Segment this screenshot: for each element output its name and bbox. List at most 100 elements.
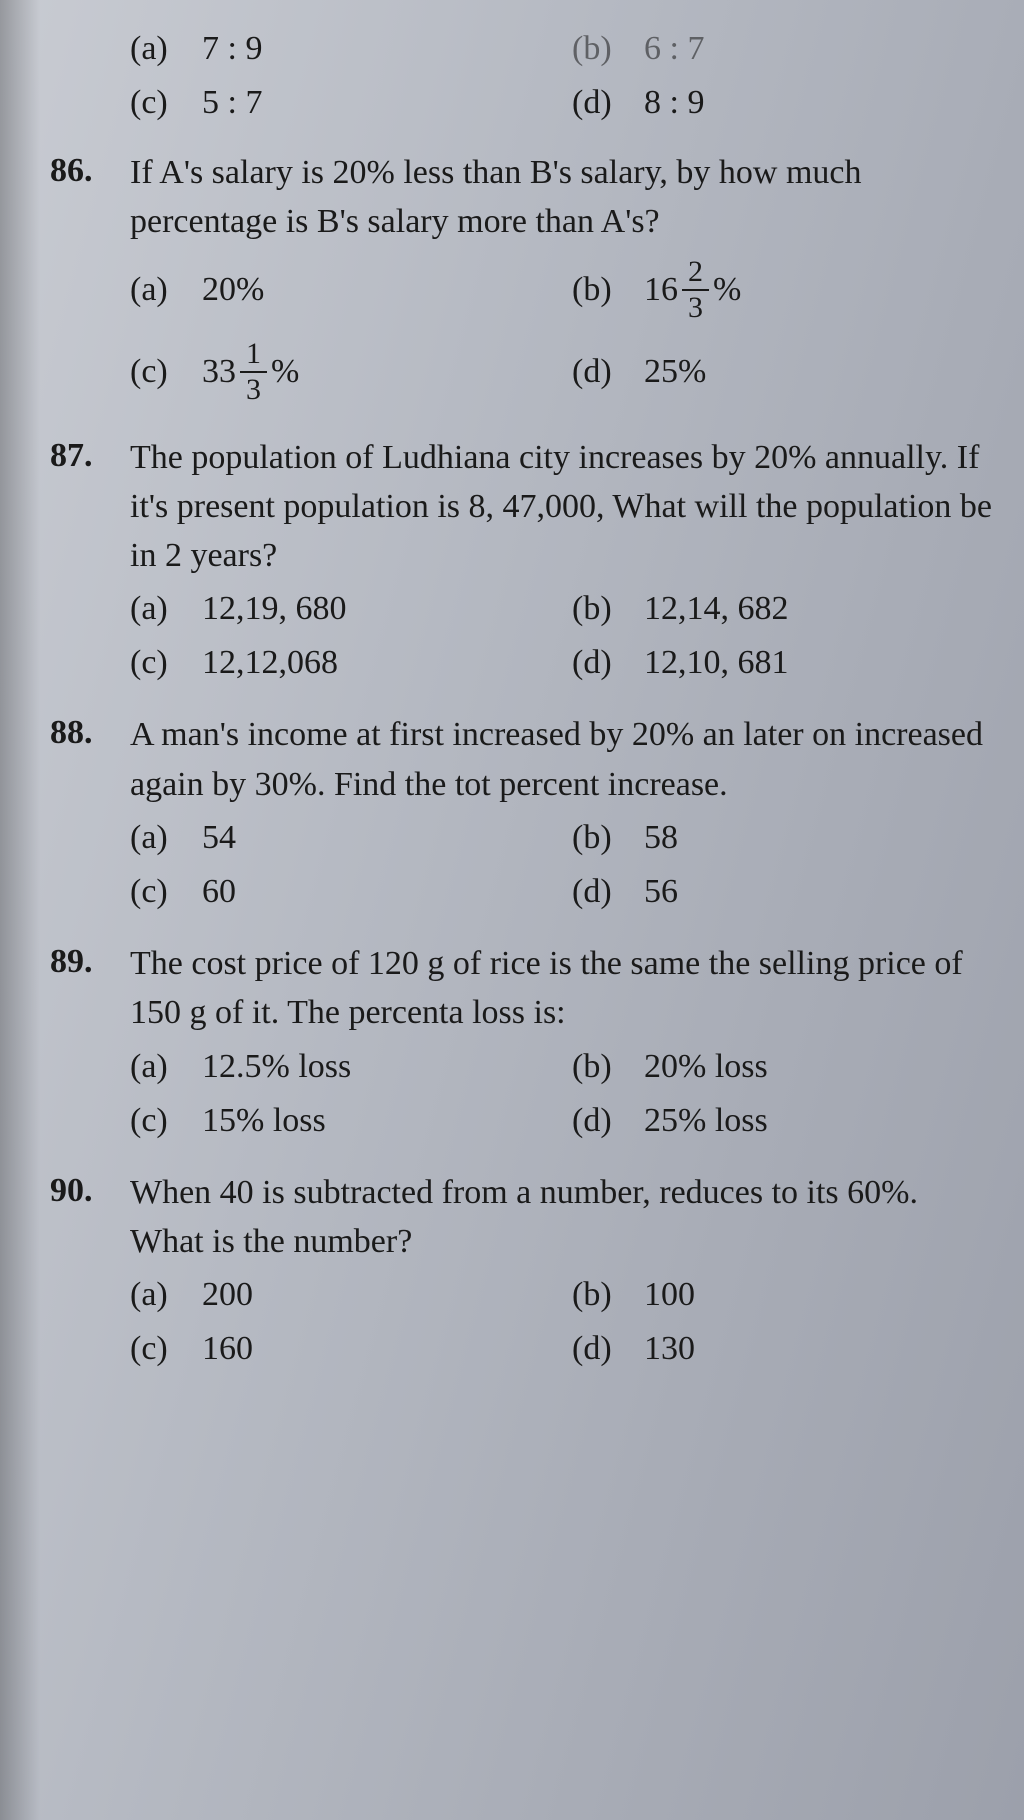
option-value: 12,12,068 bbox=[202, 644, 338, 682]
option-value: 200 bbox=[202, 1276, 253, 1314]
option-label: (c) bbox=[130, 1102, 186, 1140]
mixed-whole: 16 bbox=[644, 271, 678, 309]
option-value: 58 bbox=[644, 819, 678, 857]
mixed-suffix: % bbox=[271, 353, 299, 391]
question-number: 86. bbox=[50, 148, 130, 190]
option-d: (d) 12,10, 681 bbox=[572, 644, 994, 682]
question-90: 90. When 40 is subtracted from a number,… bbox=[50, 1168, 994, 1369]
option-value: 12,14, 682 bbox=[644, 590, 789, 628]
option-value: 20% bbox=[202, 271, 264, 309]
prev-question-options: (a) 7 : 9 (b) 6 : 7 (c) 5 : 7 (d) 8 : 9 bbox=[130, 30, 994, 122]
option-c: (c) 160 bbox=[130, 1330, 552, 1368]
option-a: (a) 12,19, 680 bbox=[130, 590, 552, 628]
question-options: (a) 12,19, 680 (b) 12,14, 682 (c) 12,12,… bbox=[130, 590, 994, 682]
option-value: 7 : 9 bbox=[202, 30, 262, 68]
fraction: 2 3 bbox=[682, 257, 709, 323]
option-label: (c) bbox=[130, 873, 186, 911]
question-text: A man's income at first increased by 20%… bbox=[130, 710, 994, 809]
option-label: (d) bbox=[572, 1330, 628, 1368]
option-label: (d) bbox=[572, 873, 628, 911]
option-value: 33 1 3 % bbox=[202, 339, 299, 405]
option-value: 60 bbox=[202, 873, 236, 911]
option-label: (a) bbox=[130, 590, 186, 628]
option-b: (b) 16 2 3 % bbox=[572, 257, 994, 323]
option-value: 54 bbox=[202, 819, 236, 857]
option-a: (a) 54 bbox=[130, 819, 552, 857]
question-text: The cost price of 120 g of rice is the s… bbox=[130, 939, 994, 1038]
option-label: (c) bbox=[130, 353, 186, 391]
option-label: (b) bbox=[572, 1048, 628, 1086]
question-options: (a) 20% (b) 16 2 3 % (c) 33 bbox=[130, 257, 994, 405]
option-value: 15% loss bbox=[202, 1102, 326, 1140]
option-label: (b) bbox=[572, 819, 628, 857]
question-87: 87. The population of Ludhiana city incr… bbox=[50, 433, 994, 683]
question-89: 89. The cost price of 120 g of rice is t… bbox=[50, 939, 994, 1140]
option-label: (a) bbox=[130, 271, 186, 309]
question-text: If A's salary is 20% less than B's salar… bbox=[130, 148, 994, 247]
question-number: 89. bbox=[50, 939, 130, 981]
option-value: 25% bbox=[644, 353, 706, 391]
question-text: The population of Ludhiana city increase… bbox=[130, 433, 994, 581]
option-c: (c) 33 1 3 % bbox=[130, 339, 552, 405]
option-label: (b) bbox=[572, 30, 628, 68]
option-a: (a) 12.5% loss bbox=[130, 1048, 552, 1086]
option-label: (b) bbox=[572, 1276, 628, 1314]
option-value: 6 : 7 bbox=[644, 30, 704, 68]
question-88: 88. A man's income at first increased by… bbox=[50, 710, 994, 911]
option-value: 16 2 3 % bbox=[644, 257, 741, 323]
option-d: (d) 25% bbox=[572, 339, 994, 405]
option-label: (d) bbox=[572, 84, 628, 122]
fraction-denominator: 3 bbox=[246, 373, 261, 405]
option-a: (a) 7 : 9 bbox=[130, 30, 552, 68]
option-label: (a) bbox=[130, 30, 186, 68]
question-options: (a) 12.5% loss (b) 20% loss (c) 15% loss… bbox=[130, 1048, 994, 1140]
option-value: 25% loss bbox=[644, 1102, 768, 1140]
option-label: (d) bbox=[572, 1102, 628, 1140]
option-label: (b) bbox=[572, 271, 628, 309]
mixed-whole: 33 bbox=[202, 353, 236, 391]
option-c: (c) 60 bbox=[130, 873, 552, 911]
question-number: 88. bbox=[50, 710, 130, 752]
option-value: 100 bbox=[644, 1276, 695, 1314]
option-d: (d) 8 : 9 bbox=[572, 84, 994, 122]
option-label: (c) bbox=[130, 1330, 186, 1368]
option-d: (d) 130 bbox=[572, 1330, 994, 1368]
option-value: 160 bbox=[202, 1330, 253, 1368]
fraction-denominator: 3 bbox=[688, 291, 703, 323]
option-c: (c) 5 : 7 bbox=[130, 84, 552, 122]
option-b: (b) 100 bbox=[572, 1276, 994, 1314]
option-label: (a) bbox=[130, 819, 186, 857]
option-value: 5 : 7 bbox=[202, 84, 262, 122]
option-label: (c) bbox=[130, 644, 186, 682]
question-number: 87. bbox=[50, 433, 130, 475]
option-value: 12,10, 681 bbox=[644, 644, 789, 682]
mixed-suffix: % bbox=[713, 271, 741, 309]
option-value: 12.5% loss bbox=[202, 1048, 351, 1086]
option-value: 12,19, 680 bbox=[202, 590, 347, 628]
option-d: (d) 56 bbox=[572, 873, 994, 911]
page-shadow bbox=[0, 0, 40, 1820]
option-c: (c) 12,12,068 bbox=[130, 644, 552, 682]
option-a: (a) 200 bbox=[130, 1276, 552, 1314]
exam-page: (a) 7 : 9 (b) 6 : 7 (c) 5 : 7 (d) 8 : 9 … bbox=[0, 0, 1024, 1820]
question-options: (a) 54 (b) 58 (c) 60 (d) 56 bbox=[130, 819, 994, 911]
fraction: 1 3 bbox=[240, 339, 267, 405]
option-label: (d) bbox=[572, 353, 628, 391]
option-b: (b) 12,14, 682 bbox=[572, 590, 994, 628]
option-b: (b) 6 : 7 bbox=[572, 30, 994, 68]
fraction-numerator: 2 bbox=[682, 257, 709, 291]
option-b: (b) 58 bbox=[572, 819, 994, 857]
option-value: 8 : 9 bbox=[644, 84, 704, 122]
option-b: (b) 20% loss bbox=[572, 1048, 994, 1086]
option-label: (a) bbox=[130, 1276, 186, 1314]
option-a: (a) 20% bbox=[130, 257, 552, 323]
question-number: 90. bbox=[50, 1168, 130, 1210]
option-c: (c) 15% loss bbox=[130, 1102, 552, 1140]
option-d: (d) 25% loss bbox=[572, 1102, 994, 1140]
option-label: (a) bbox=[130, 1048, 186, 1086]
question-options: (a) 200 (b) 100 (c) 160 (d) 130 bbox=[130, 1276, 994, 1368]
option-value: 56 bbox=[644, 873, 678, 911]
option-label: (c) bbox=[130, 84, 186, 122]
option-value: 130 bbox=[644, 1330, 695, 1368]
option-label: (b) bbox=[572, 590, 628, 628]
